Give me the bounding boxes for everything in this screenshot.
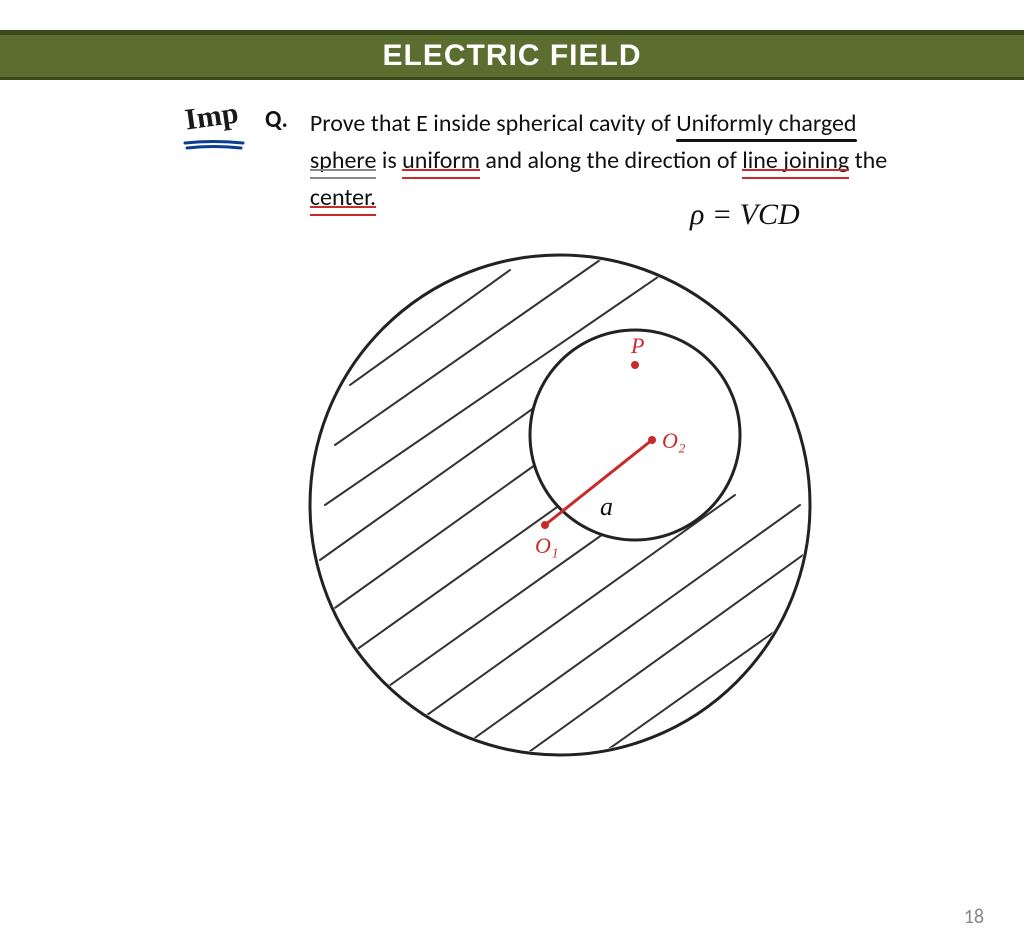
q-line2-uniform: uniform [402, 146, 480, 175]
title-bar: ELECTRIC FIELD [0, 30, 1024, 80]
svg-text:P: P [630, 333, 644, 358]
question-label: Q. [265, 105, 288, 217]
title-text: ELECTRIC FIELD [383, 39, 642, 73]
diagram-svg: O₁ O₂ Pa [280, 215, 840, 775]
q-line1-pre: Prove that E inside spherical cavity of [310, 109, 676, 138]
q-line2-mid1: is [376, 146, 402, 175]
question-row: Q. Prove that E inside spherical cavity … [265, 105, 940, 217]
q-line1-underlined: Uniformly charged [676, 109, 856, 138]
svg-text:O₁: O₁ [535, 533, 559, 558]
svg-text:a: a [600, 492, 613, 521]
diagram: O₁ O₂ Pa [280, 215, 840, 775]
q-line2-linejoining: line joining [742, 146, 849, 175]
q-line2-mid3: the [849, 146, 887, 175]
q-line2-mid2: and along the direction of [480, 146, 742, 175]
question-text: Prove that E inside spherical cavity of … [310, 105, 887, 217]
page-number: 18 [964, 905, 984, 929]
question-block: Q. Prove that E inside spherical cavity … [180, 105, 940, 217]
svg-text:O₂: O₂ [662, 428, 686, 453]
q-line2-sphere: sphere [310, 146, 377, 175]
q-line3-center: center. [310, 183, 376, 212]
page-root: ELECTRIC FIELD Imp Q. Prove that E insid… [0, 0, 1024, 949]
